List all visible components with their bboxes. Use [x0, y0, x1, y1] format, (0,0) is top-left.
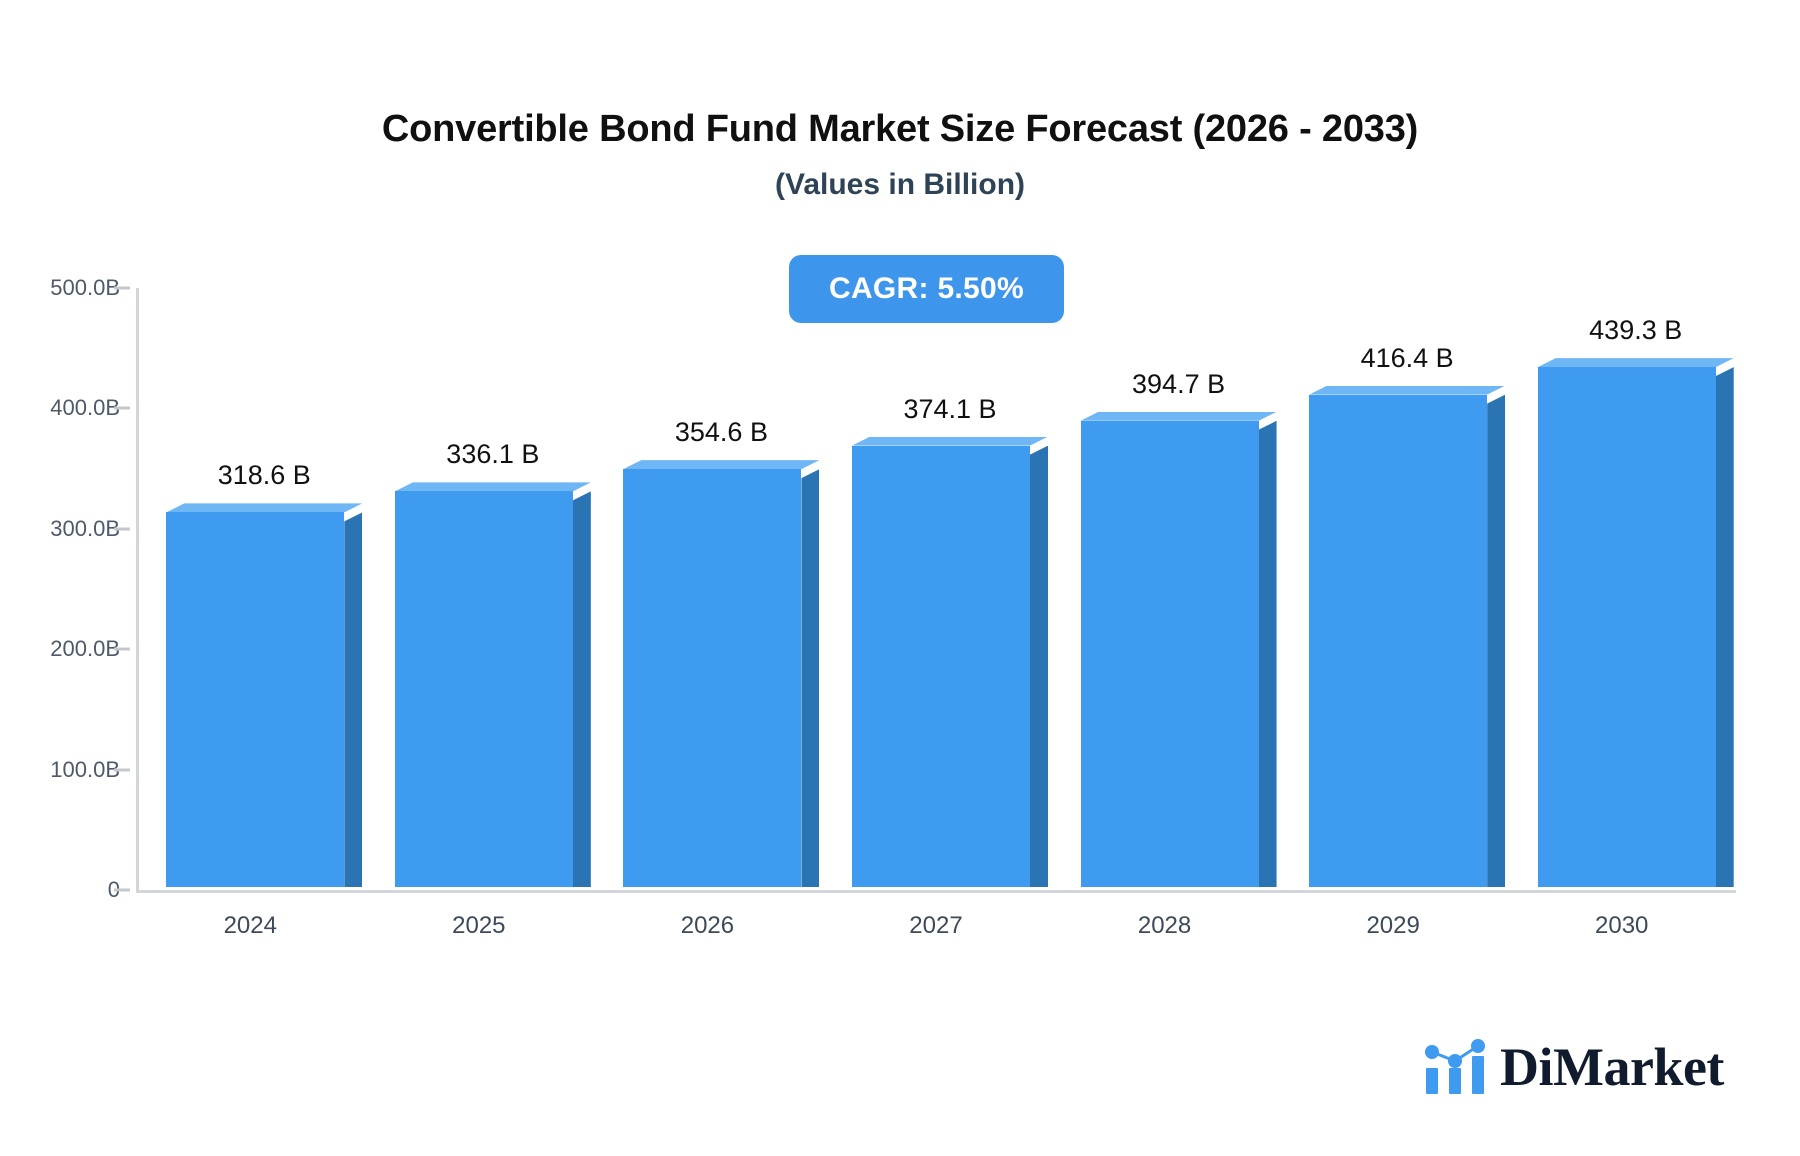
bar-front-face [852, 445, 1030, 887]
bar-front-face [1080, 420, 1259, 887]
dimarket-logo: DiMarket [1424, 1038, 1724, 1096]
bar [852, 436, 1048, 887]
x-tick-label: 2030 [1595, 912, 1649, 939]
chart-subtitle: (Values in Billion) [774, 168, 1026, 201]
bar-top-face [166, 503, 363, 513]
y-tick-label: 500.0B [50, 275, 120, 300]
chart-title: Convertible Bond Fund Market Size Foreca… [381, 108, 1419, 150]
bar-front-face [394, 491, 573, 887]
x-tick-label: 2028 [1137, 912, 1192, 939]
bar-side-face [1715, 367, 1734, 887]
bar-top-face [1309, 385, 1506, 395]
x-tick-label: 2024 [223, 912, 277, 939]
bar-front-face [623, 469, 802, 887]
x-tick-label: 2025 [452, 912, 506, 939]
bar-chart-icon [1425, 1039, 1485, 1094]
y-tick-label: 400.0B [50, 395, 120, 421]
bar [166, 503, 363, 887]
bar-value-label: 439.3 B [1589, 315, 1683, 346]
y-tick-mark [114, 647, 130, 651]
bar-front-face [1309, 394, 1488, 887]
bar-side-face [1487, 394, 1506, 887]
x-tick-label: 2026 [680, 912, 735, 939]
y-tick-label: 300.0B [50, 515, 120, 541]
x-axis-line [136, 890, 1736, 893]
bar-value-label: 394.7 B [1132, 368, 1226, 399]
bar-top-face [1080, 411, 1277, 421]
bar-side-face [801, 469, 820, 887]
logo-text: DiMarket [1500, 1037, 1724, 1097]
x-tick-label: 2029 [1366, 912, 1420, 939]
bar-side-face [344, 512, 363, 887]
bar-value-label: 416.4 B [1360, 342, 1454, 373]
bar-value-label: 354.6 B [674, 417, 768, 448]
bar-front-face [1537, 367, 1716, 887]
bar-value-label: 318.6 B [217, 460, 311, 491]
bar-value-label: 336.1 B [446, 439, 540, 470]
bar-front-face [166, 512, 345, 887]
bar-side-face [572, 491, 591, 887]
bar-value-label: 374.1 B [903, 393, 997, 424]
y-tick-mark [114, 406, 130, 410]
y-tick-mark [114, 768, 130, 772]
bar [1537, 358, 1734, 887]
y-tick-label: 200.0B [50, 636, 120, 662]
bar-side-face [1258, 420, 1277, 887]
y-tick-label: 0 [0, 877, 120, 903]
bar-top-face [394, 482, 591, 492]
x-tick-label: 2027 [909, 912, 963, 939]
cagr-badge: CAGR: 5.50% [789, 255, 1064, 323]
y-axis-line [136, 288, 139, 892]
plot-area [136, 288, 1736, 893]
y-tick-label: 100.0B [50, 756, 120, 782]
bar [623, 460, 820, 887]
bar-side-face [1030, 445, 1048, 887]
y-tick-mark [114, 286, 130, 290]
bar [394, 482, 591, 887]
y-tick-mark [114, 527, 130, 531]
bar-top-face [852, 436, 1048, 446]
bar [1309, 385, 1506, 887]
bar [1080, 411, 1277, 887]
bar-top-face [1537, 358, 1734, 368]
y-tick-mark [114, 888, 130, 892]
bar-top-face [623, 460, 820, 470]
